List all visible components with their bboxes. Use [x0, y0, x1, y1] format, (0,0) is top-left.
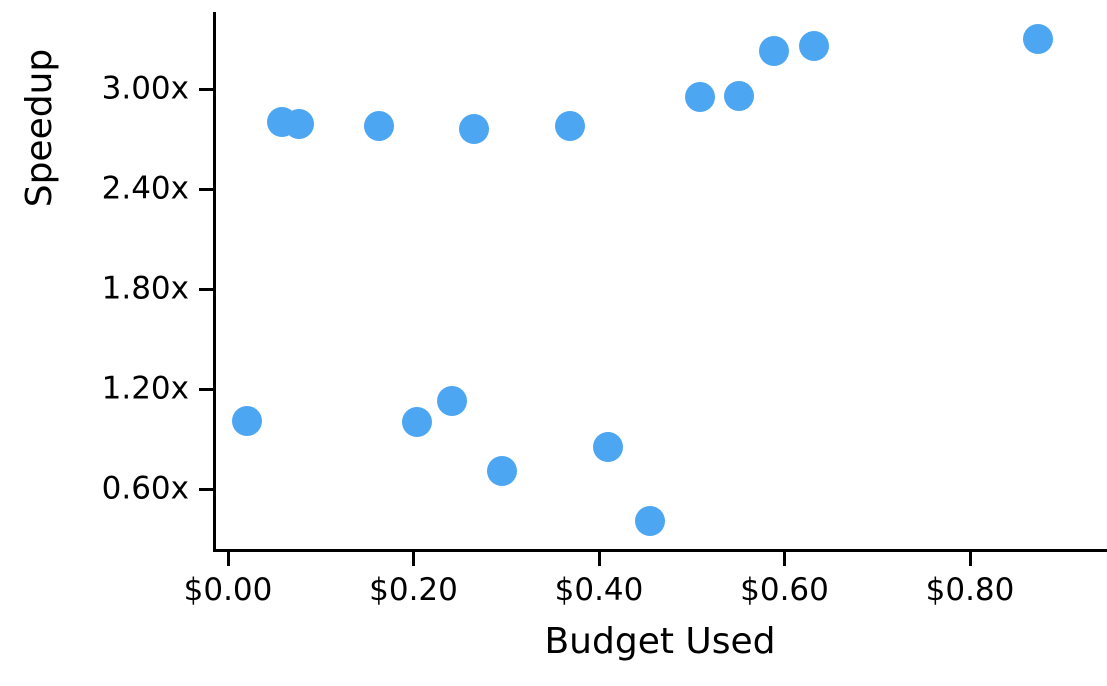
x-axis-spine: [213, 549, 1107, 552]
scatter-point: [458, 114, 489, 144]
scatter-point: [284, 109, 315, 139]
scatter-point: [402, 407, 433, 438]
scatter-point: [593, 432, 624, 463]
x-axis-tick-label: $0.00: [183, 572, 273, 608]
x-axis-tick-mark: [783, 552, 786, 566]
scatter-point: [486, 455, 517, 486]
y-axis-tick-mark: [199, 87, 213, 91]
y-axis-label: Speedup: [19, 48, 60, 208]
x-axis-tick-label: $0.80: [925, 572, 1015, 608]
y-axis-tick-mark: [199, 187, 213, 191]
scatter-point: [555, 110, 586, 141]
x-axis-tick-mark: [597, 552, 601, 566]
x-axis-tick-label: $0.20: [369, 572, 458, 608]
scatter-point: [266, 107, 297, 138]
x-axis-tick-mark: [412, 552, 415, 566]
y-axis-spine: [213, 12, 216, 552]
y-axis-tick-label: 0.60x: [101, 470, 189, 507]
y-axis-tick-mark: [199, 487, 213, 491]
x-axis-label: Budget Used: [544, 621, 776, 662]
scatter-point: [232, 405, 263, 436]
scatter-point: [635, 505, 665, 536]
y-axis-tick-mark: [199, 387, 213, 391]
scatter-point: [799, 30, 830, 61]
scatter-point: [436, 385, 467, 416]
scatter-point: [759, 35, 790, 66]
scatter-point: [1022, 24, 1053, 54]
x-axis-tick-label: $0.60: [740, 572, 829, 608]
y-axis-tick-mark: [199, 287, 213, 291]
y-axis-tick-label: 2.40x: [101, 170, 189, 207]
scatter-point: [364, 110, 395, 141]
x-axis-tick-mark: [968, 552, 972, 566]
x-axis-tick-label: $0.40: [554, 572, 644, 608]
scatter-point: [724, 80, 755, 111]
x-axis-tick-mark: [226, 552, 230, 566]
y-axis-tick-label: 1.80x: [101, 270, 189, 307]
scatter-point: [685, 82, 716, 113]
y-axis-tick-label: 3.00x: [101, 70, 189, 107]
y-axis-tick-label: 1.20x: [101, 370, 189, 407]
